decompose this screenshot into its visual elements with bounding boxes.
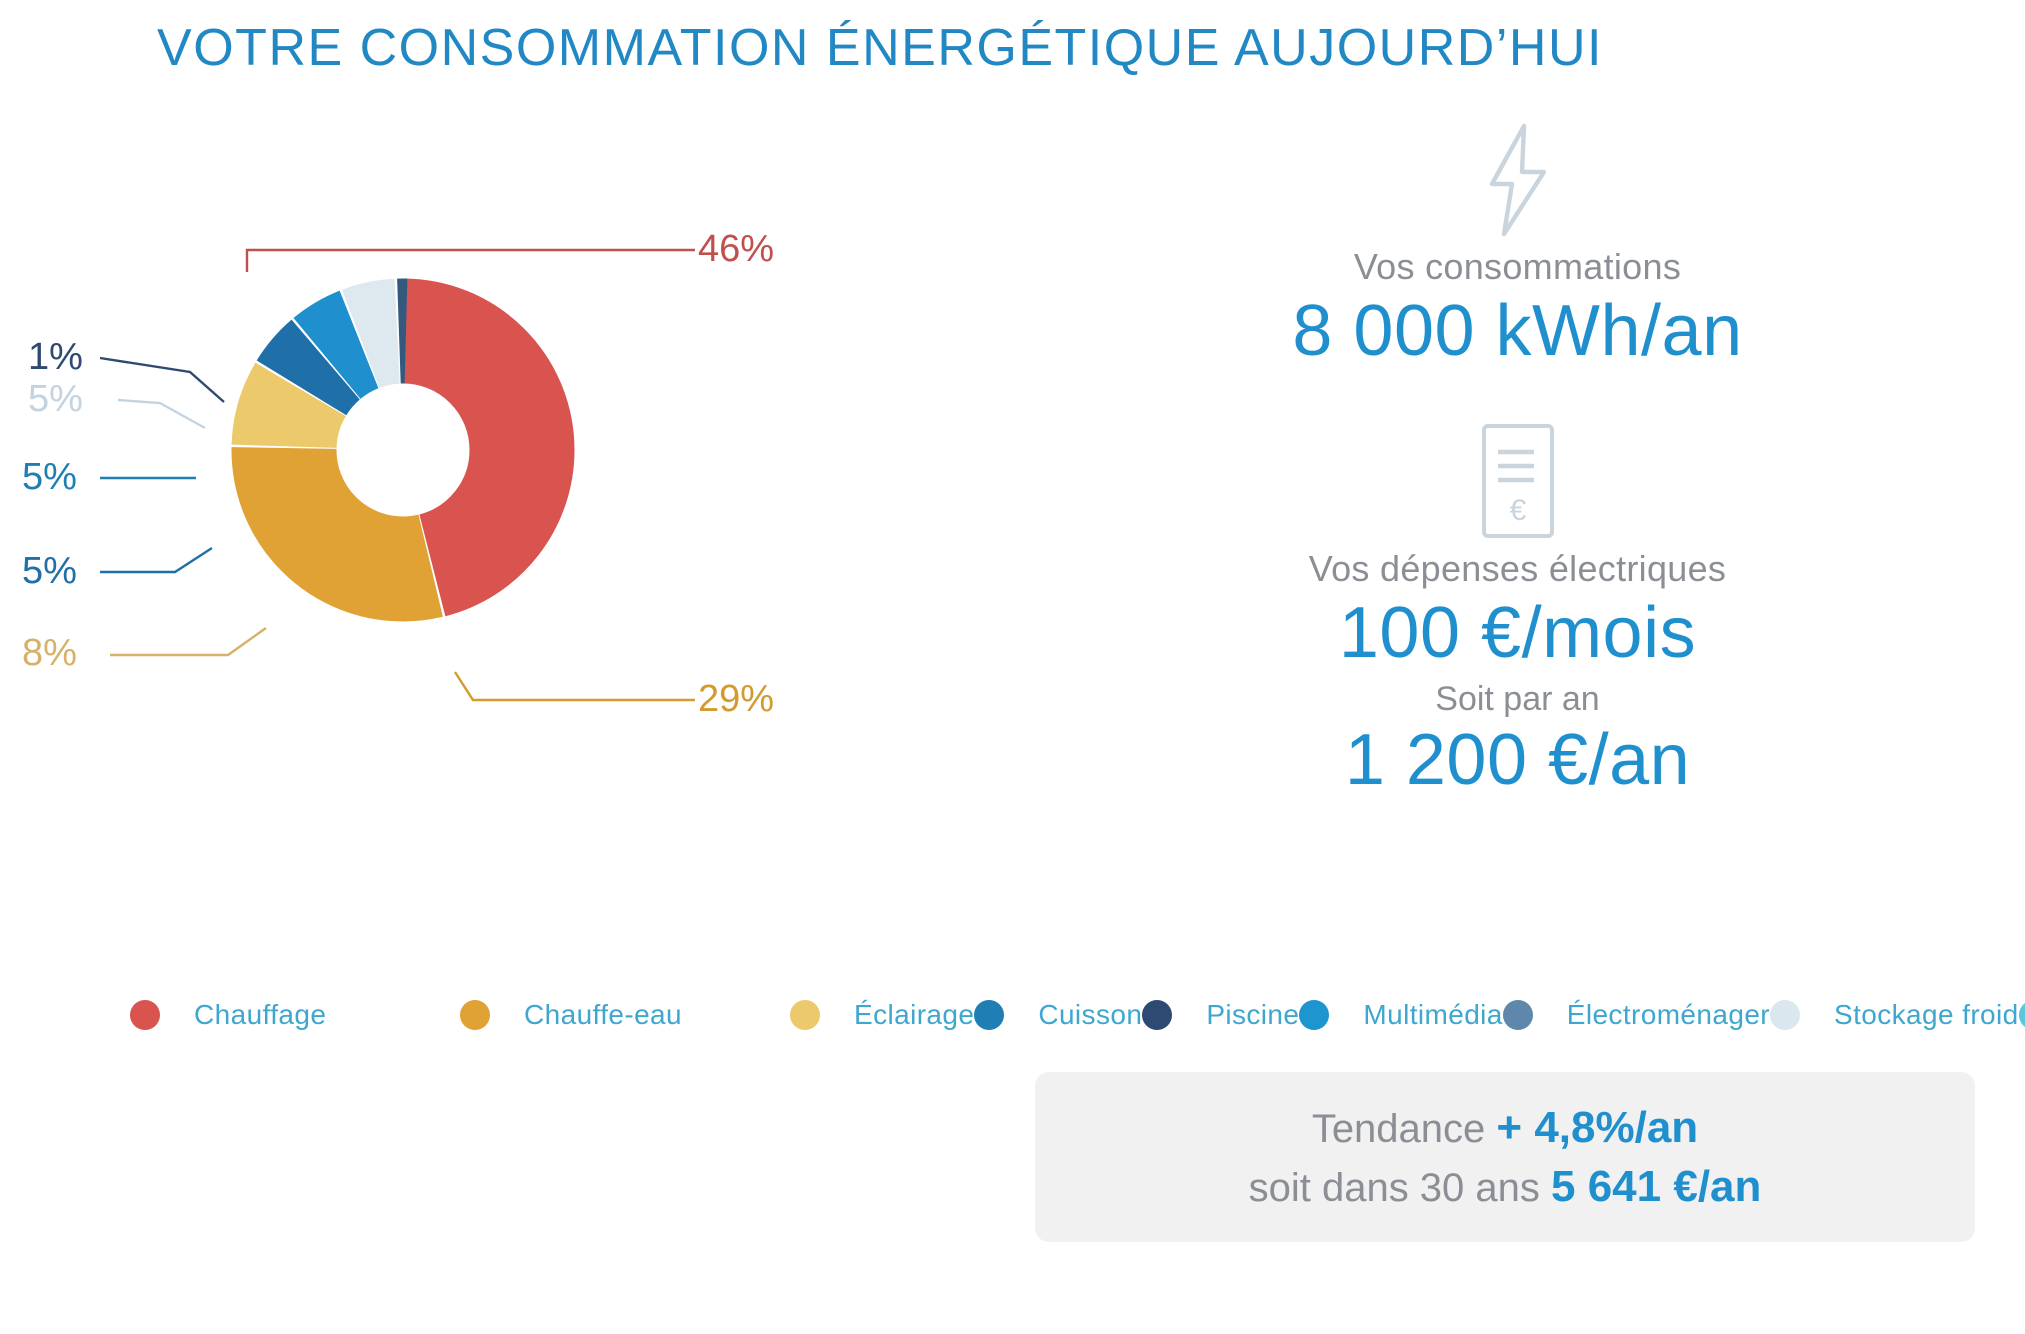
trend-line-1: Tendance + 4,8%/an <box>1312 1098 1698 1157</box>
legend-swatch-icon <box>1142 999 1173 1030</box>
pie-label-5-stockage: 5% <box>28 378 83 420</box>
legend-swatch-icon <box>130 999 160 1030</box>
leader-line-8 <box>110 627 267 657</box>
consumption-value: 8 000 kWh/an <box>1292 291 1743 371</box>
consumption-caption: Vos consommations <box>1353 246 1682 287</box>
trend-box: Tendance + 4,8%/an soit dans 30 ans 5 64… <box>1035 1072 1975 1242</box>
legend-label: Stockage froid <box>1834 998 2019 1030</box>
legend-label: Multimédia <box>1363 998 1503 1030</box>
legend-label: Éclairage <box>854 998 975 1030</box>
trend-line-2-value: 5 641 €/an <box>1551 1162 1762 1211</box>
trend-line-1-prefix: Tendance <box>1311 1106 1497 1151</box>
leader-line-1 <box>99 356 225 403</box>
summary-panel: Vos consommations 8 000 kWh/an € Vos dép… <box>1010 120 2025 1334</box>
leader-line-29 <box>453 671 695 702</box>
pie-label-46: 46% <box>698 228 775 270</box>
lightning-bolt-icon <box>1489 123 1546 237</box>
donut-svg <box>231 278 575 622</box>
legend-item-stockage-froid[interactable]: Stockage froid <box>1770 990 2019 1039</box>
pie-label-8: 8% <box>22 632 77 674</box>
page-title: VOTRE CONSOMMATION ÉNERGÉTIQUE AUJOURD’H… <box>157 19 1603 77</box>
trend-line-2-prefix: soit dans 30 ans <box>1248 1166 1552 1210</box>
legend-item-electromenager[interactable]: Électroménager <box>1502 990 1771 1039</box>
trend-line-1-value: + 4,8%/an <box>1496 1102 1699 1152</box>
pie-label-5-cuisson: 5% <box>22 550 77 592</box>
legend-item-multimedia[interactable]: Multimédia <box>1299 990 1502 1039</box>
expenses-stat-block: € Vos dépenses électriques 100 €/mois So… <box>1010 420 2025 801</box>
legend-item-climatisation[interactable]: Climatisation <box>2018 990 2025 1039</box>
pie-label-29: 29% <box>698 678 775 720</box>
leader-lines <box>99 248 695 702</box>
invoice-euro-icon: € <box>1481 424 1554 538</box>
legend-swatch-icon <box>1502 999 1533 1030</box>
legend-label: Piscine <box>1206 998 1300 1030</box>
expenses-value: 100 €/mois <box>1338 593 1697 673</box>
legend-label: Cuisson <box>1038 998 1143 1030</box>
legend-item-eclairage[interactable]: Éclairage <box>790 990 974 1039</box>
pie-label-1: 1% <box>28 336 83 378</box>
leader-line-5-cuisson <box>100 546 213 574</box>
chart-legend: Chauffage Chauffe-eau Éclairage Cuisson … <box>130 990 2025 1039</box>
trend-line-2: soit dans 30 ans 5 641 €/an <box>1249 1157 1762 1216</box>
legend-swatch-icon <box>790 999 820 1030</box>
legend-label: Chauffe-eau <box>524 998 683 1030</box>
legend-swatch-icon <box>460 999 490 1030</box>
legend-item-piscine[interactable]: Piscine <box>1142 990 1299 1039</box>
legend-swatch-icon <box>974 999 1005 1030</box>
pie-label-5-multimedia: 5% <box>22 456 77 498</box>
legend-swatch-icon <box>1299 999 1330 1030</box>
donut-segment-piscine <box>231 278 575 622</box>
leader-line-46 <box>245 248 695 272</box>
expenses-sub-caption: Soit par an <box>1435 680 1600 718</box>
leader-line-5-stockage <box>117 398 206 430</box>
legend-label: Chauffage <box>194 998 327 1030</box>
legend-item-chauffage[interactable]: Chauffage <box>130 990 460 1039</box>
donut-chart <box>228 275 578 625</box>
legend-swatch-icon <box>1770 999 1801 1030</box>
expenses-caption: Vos dépenses électriques <box>1308 548 1727 589</box>
donut-chart-section: 46% 1% 5% 5% 5% 8% 29% <box>0 110 1000 900</box>
legend-item-chauffe-eau[interactable]: Chauffe-eau <box>460 990 790 1039</box>
legend-item-cuisson[interactable]: Cuisson <box>974 990 1142 1039</box>
donut-segment-chauffe-eau <box>231 278 575 622</box>
consumption-stat-block: Vos consommations 8 000 kWh/an <box>1010 120 2025 372</box>
legend-label: Électroménager <box>1566 998 1771 1030</box>
legend-swatch-icon <box>2018 999 2025 1030</box>
expenses-sub-value: 1 200 €/an <box>1344 720 1691 800</box>
svg-text:€: € <box>1509 494 1526 527</box>
